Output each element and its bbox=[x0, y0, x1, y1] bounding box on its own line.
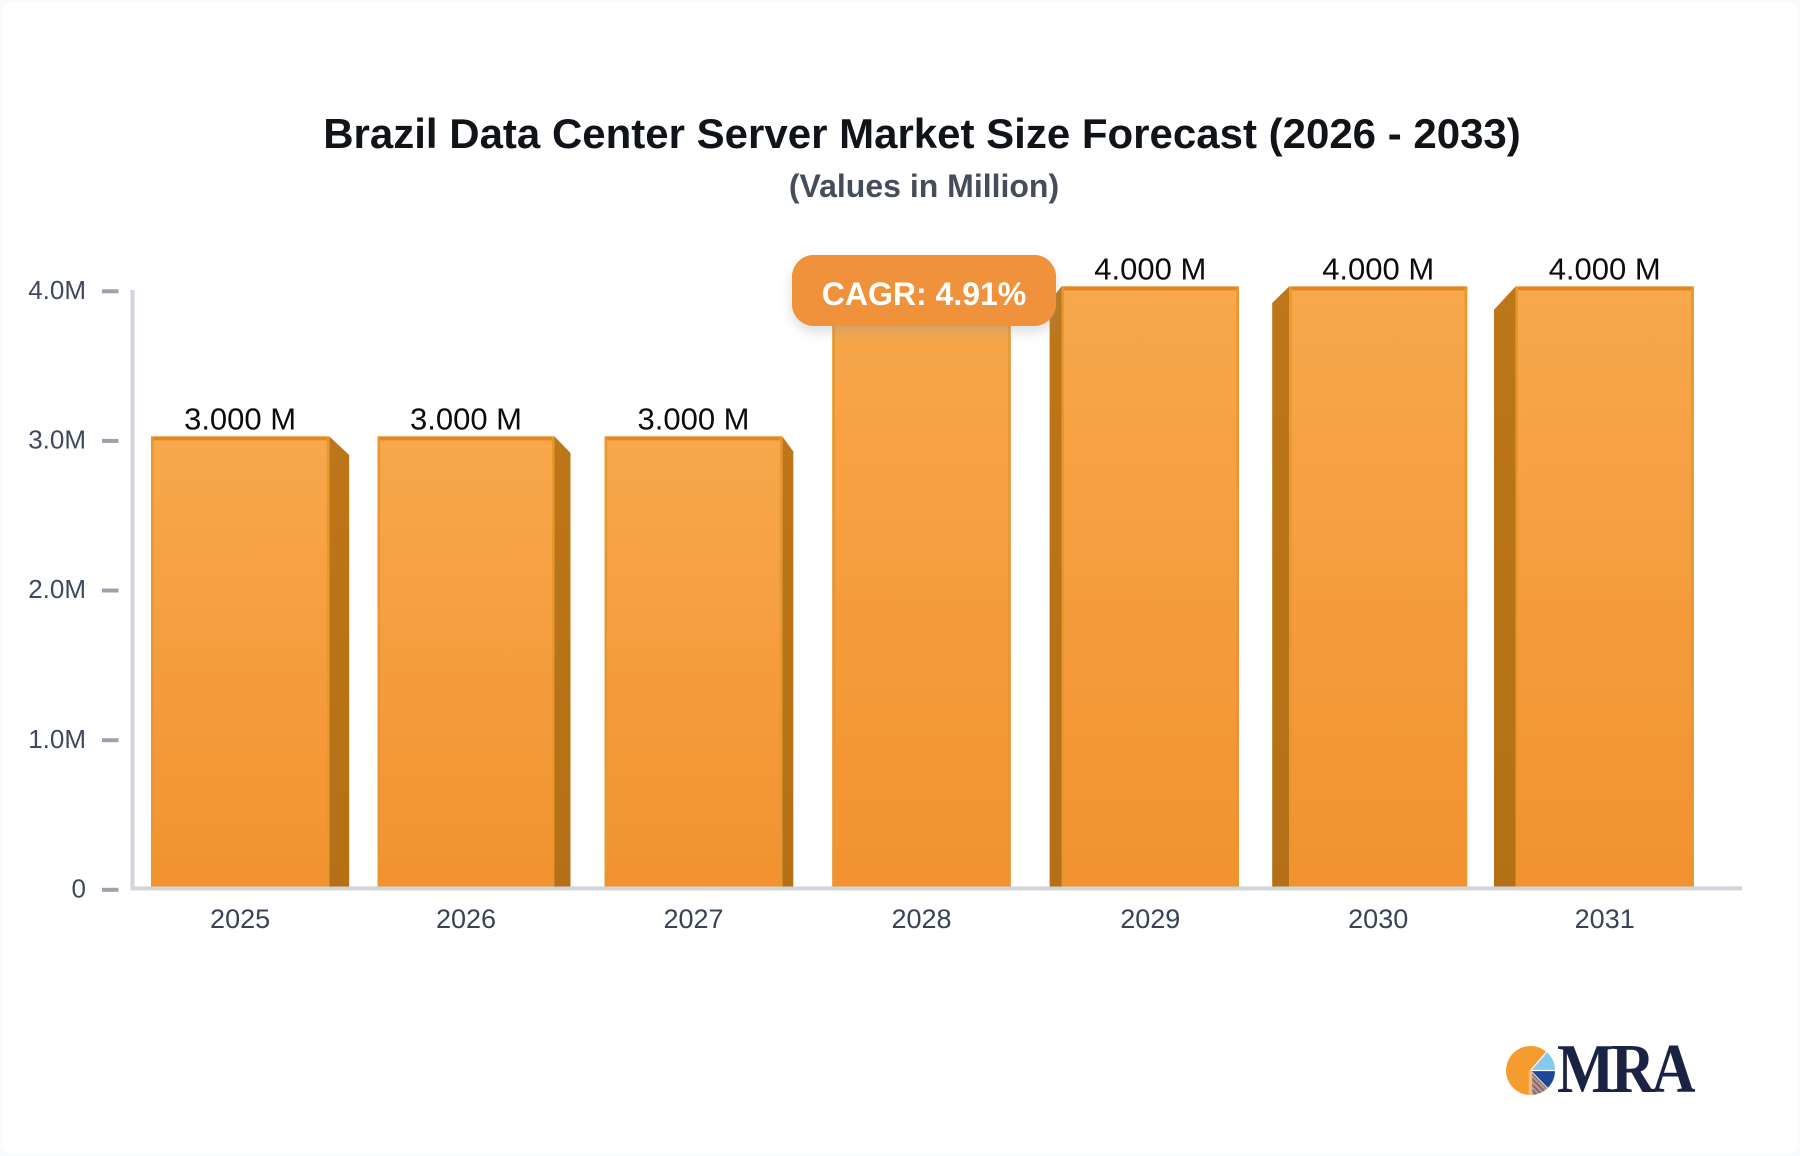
svg-text:2025: 2025 bbox=[210, 904, 270, 934]
svg-text:2030: 2030 bbox=[1348, 904, 1408, 934]
svg-text:4.000 M: 4.000 M bbox=[1094, 251, 1206, 286]
svg-text:4.0M: 4.0M bbox=[28, 275, 86, 305]
svg-text:MRA: MRA bbox=[1557, 1031, 1695, 1108]
svg-text:(Values in Million): (Values in Million) bbox=[789, 168, 1059, 204]
svg-text:3.000 M: 3.000 M bbox=[410, 401, 522, 436]
svg-text:0: 0 bbox=[72, 873, 86, 903]
svg-text:2027: 2027 bbox=[663, 904, 723, 934]
svg-text:2026: 2026 bbox=[436, 904, 496, 934]
svg-text:CAGR: 4.91%: CAGR: 4.91% bbox=[822, 276, 1027, 312]
svg-text:3.000 M: 3.000 M bbox=[637, 401, 749, 436]
svg-text:4.000 M: 4.000 M bbox=[1549, 251, 1661, 286]
svg-text:1.0M: 1.0M bbox=[28, 724, 86, 754]
svg-text:2029: 2029 bbox=[1120, 904, 1180, 934]
svg-text:2.0M: 2.0M bbox=[28, 574, 86, 604]
svg-text:3.0M: 3.0M bbox=[28, 425, 86, 455]
svg-text:4.000 M: 4.000 M bbox=[1322, 251, 1434, 286]
svg-text:3.000 M: 3.000 M bbox=[184, 401, 296, 436]
svg-text:2028: 2028 bbox=[891, 904, 951, 934]
svg-text:2031: 2031 bbox=[1575, 904, 1635, 934]
svg-text:Brazil Data Center Server Mark: Brazil Data Center Server Market Size Fo… bbox=[323, 110, 1521, 157]
